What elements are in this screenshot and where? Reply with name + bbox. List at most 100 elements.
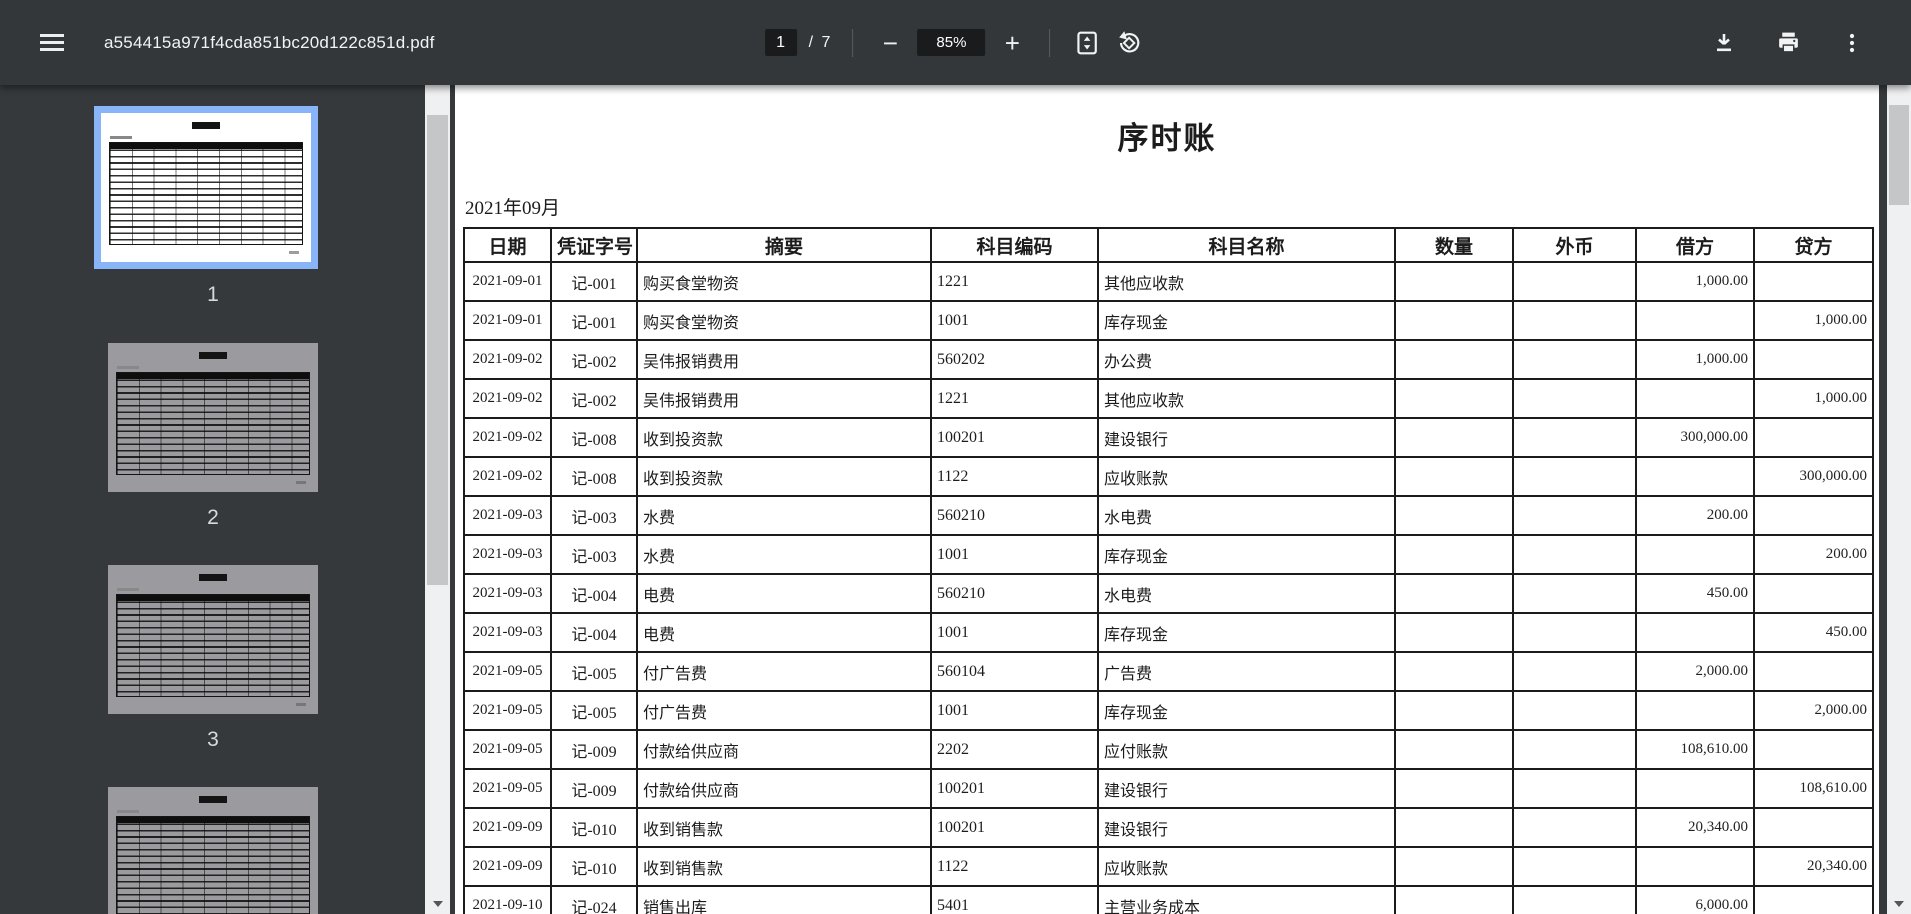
table-cell: 2021-09-09 bbox=[463, 846, 552, 887]
thumbnail-page-2[interactable] bbox=[108, 343, 318, 492]
rotate-button[interactable] bbox=[1112, 23, 1146, 63]
document-filename: a554415a971f4cda851bc20d122c851d.pdf bbox=[104, 32, 435, 52]
table-row: 2021-09-01 记-001 购买食堂物资 1001 库存现金 1,000.00 bbox=[463, 300, 1874, 341]
table-cell bbox=[1753, 885, 1874, 914]
table-cell: 2021-09-02 bbox=[463, 339, 552, 380]
page-count-label: / 7 bbox=[808, 33, 833, 51]
table-row: 2021-09-03 记-004 电费 1001 库存现金 450.00 bbox=[463, 612, 1874, 653]
table-cell: 1,000.00 bbox=[1635, 339, 1755, 380]
table-cell bbox=[1394, 534, 1514, 575]
rotate-icon bbox=[1119, 30, 1140, 52]
table-cell: 建设银行 bbox=[1097, 807, 1396, 848]
page-number-input[interactable] bbox=[764, 29, 797, 56]
table-cell: 2021-09-05 bbox=[463, 768, 552, 809]
thumbnail-page-1[interactable] bbox=[94, 106, 318, 269]
sidebar-scrollbar-thumb[interactable] bbox=[427, 115, 448, 585]
sidebar-scrollbar[interactable] bbox=[425, 85, 450, 914]
table-cell: 100201 bbox=[930, 417, 1099, 458]
table-cell: 2021-09-03 bbox=[463, 573, 552, 614]
table-cell: 1001 bbox=[930, 612, 1099, 653]
table-cell bbox=[1394, 300, 1514, 341]
table-cell bbox=[1512, 261, 1637, 302]
thumbnail-page-3[interactable] bbox=[108, 565, 318, 714]
table-row: 2021-09-05 记-009 付款给供应商 100201 建设银行 108,610.0… bbox=[463, 768, 1874, 809]
table-cell: 100201 bbox=[930, 768, 1099, 809]
table-cell: 记-008 bbox=[550, 456, 638, 497]
column-header: 贷方 bbox=[1753, 227, 1874, 263]
table-row: 2021-09-02 记-002 吴伟报销费用 1221 其他应收款 1,000.00 bbox=[463, 378, 1874, 419]
table-cell: 1,000.00 bbox=[1753, 300, 1874, 341]
table-cell: 6,000.00 bbox=[1635, 885, 1755, 914]
thumbnail-preview bbox=[108, 343, 318, 492]
table-cell: 记-002 bbox=[550, 339, 638, 380]
table-cell bbox=[1512, 807, 1637, 848]
table-cell bbox=[1635, 690, 1755, 731]
ledger-header-row: 日期 凭证字号 摘要 科目编码 科目名称 数量 外币 借方 贷方 bbox=[463, 227, 1874, 263]
table-row: 2021-09-02 记-008 收到投资款 100201 建设银行 300,000.00 bbox=[463, 417, 1874, 458]
main-scrollbar[interactable] bbox=[1887, 85, 1911, 914]
table-cell bbox=[1635, 456, 1755, 497]
thumbnail-preview bbox=[108, 565, 318, 714]
ledger-table: 日期 凭证字号 摘要 科目编码 科目名称 数量 外币 借方 贷方 2021-09-01 记-001… bbox=[463, 227, 1874, 914]
column-header: 借方 bbox=[1635, 227, 1755, 263]
table-cell: 560104 bbox=[930, 651, 1099, 692]
table-cell: 200.00 bbox=[1753, 534, 1874, 575]
table-cell: 300,000.00 bbox=[1635, 417, 1755, 458]
table-cell: 2021-09-05 bbox=[463, 690, 552, 731]
fit-to-page-button[interactable] bbox=[1070, 23, 1104, 63]
table-cell: 560202 bbox=[930, 339, 1099, 380]
table-cell: 建设银行 bbox=[1097, 768, 1396, 809]
table-row: 2021-09-01 记-001 购买食堂物资 1221 其他应收款 1,000.00 bbox=[463, 261, 1874, 302]
table-cell: 20,340.00 bbox=[1635, 807, 1755, 848]
scroll-up-arrow[interactable] bbox=[425, 85, 450, 105]
table-cell: 2021-09-05 bbox=[463, 729, 552, 770]
zoom-out-button[interactable]: − bbox=[873, 23, 907, 63]
column-header: 科目编码 bbox=[930, 227, 1099, 263]
table-cell: 付款给供应商 bbox=[636, 729, 932, 770]
table-cell: 1001 bbox=[930, 300, 1099, 341]
column-header: 摘要 bbox=[636, 227, 932, 263]
table-cell: 450.00 bbox=[1753, 612, 1874, 653]
table-row: 2021-09-03 记-003 水费 1001 库存现金 200.00 bbox=[463, 534, 1874, 575]
more-options-button[interactable] bbox=[1835, 23, 1869, 63]
print-button[interactable] bbox=[1771, 23, 1805, 63]
scroll-down-arrow[interactable] bbox=[1887, 894, 1911, 914]
table-cell: 1,000.00 bbox=[1753, 378, 1874, 419]
table-cell bbox=[1394, 417, 1514, 458]
table-cell bbox=[1394, 261, 1514, 302]
table-cell bbox=[1512, 885, 1637, 914]
scroll-down-arrow[interactable] bbox=[425, 894, 450, 914]
table-cell: 2021-09-01 bbox=[463, 261, 552, 302]
download-button[interactable] bbox=[1707, 23, 1741, 63]
table-cell bbox=[1512, 573, 1637, 614]
zoom-in-button[interactable]: + bbox=[995, 23, 1029, 63]
table-cell: 记-004 bbox=[550, 573, 638, 614]
table-cell: 2021-09-10 bbox=[463, 885, 552, 914]
table-cell bbox=[1394, 807, 1514, 848]
table-row: 2021-09-05 记-005 付广告费 1001 库存现金 2,000.00 bbox=[463, 690, 1874, 731]
column-header: 数量 bbox=[1394, 227, 1514, 263]
table-cell bbox=[1394, 651, 1514, 692]
scroll-up-arrow[interactable] bbox=[1887, 85, 1911, 105]
table-row: 2021-09-05 记-005 付广告费 560104 广告费 2,000.00 bbox=[463, 651, 1874, 692]
table-row: 2021-09-09 记-010 收到销售款 100201 建设银行 20,340.00 bbox=[463, 807, 1874, 848]
table-cell bbox=[1394, 456, 1514, 497]
print-icon bbox=[1778, 32, 1798, 53]
table-cell: 吴伟报销费用 bbox=[636, 378, 932, 419]
table-cell bbox=[1394, 768, 1514, 809]
main-scrollbar-thumb[interactable] bbox=[1889, 105, 1909, 205]
table-cell: 销售出库 bbox=[636, 885, 932, 914]
table-cell: 水电费 bbox=[1097, 573, 1396, 614]
table-cell: 其他应收款 bbox=[1097, 378, 1396, 419]
column-header: 日期 bbox=[463, 227, 552, 263]
table-cell bbox=[1635, 300, 1755, 341]
table-cell: 记-008 bbox=[550, 417, 638, 458]
table-cell bbox=[1394, 573, 1514, 614]
table-cell: 2021-09-03 bbox=[463, 534, 552, 575]
menu-button[interactable] bbox=[30, 21, 74, 65]
table-cell bbox=[1512, 651, 1637, 692]
column-header: 外币 bbox=[1512, 227, 1637, 263]
table-cell bbox=[1394, 495, 1514, 536]
thumbnail-page-4[interactable] bbox=[108, 787, 318, 914]
toolbar-divider bbox=[1049, 28, 1051, 57]
